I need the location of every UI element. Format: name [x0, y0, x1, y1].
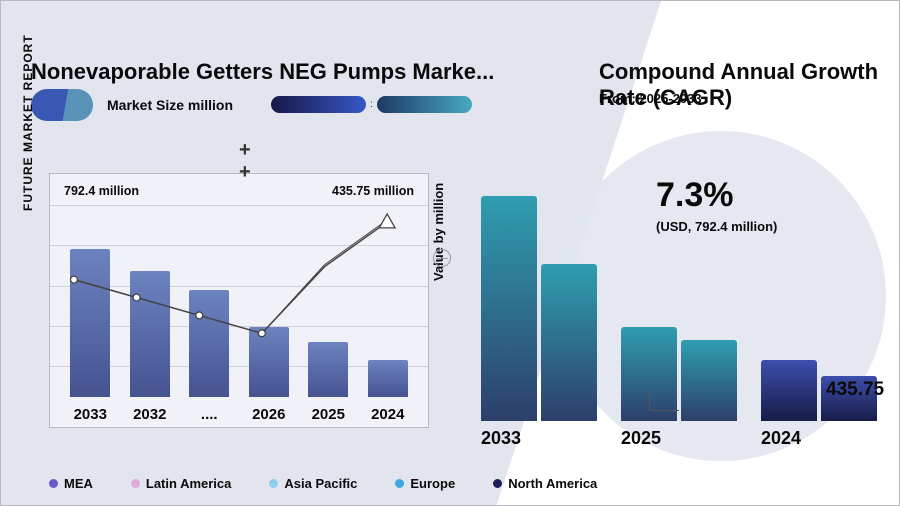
left-chart-bars-row: 2033 2032 .... 2026 2025 2024 — [64, 212, 414, 397]
legend-item-asia-pacific[interactable]: Asia Pacific — [269, 476, 357, 491]
market-size-label: Market Size million — [107, 97, 233, 113]
left-bar-col-1[interactable]: 2032 — [124, 212, 177, 397]
legend-dot-latin-america — [131, 479, 140, 488]
plus-icon-stack: + + — [239, 139, 251, 183]
cagr-value-text: 7.3% — [656, 176, 777, 215]
left-chart-box[interactable]: 792.4 million 435.75 million 2033 2032 .… — [49, 173, 429, 428]
left-bar-year-3: 2026 — [252, 406, 285, 423]
toggle-icon — [31, 89, 93, 121]
left-axis-label: FUTURE MARKET REPORT — [21, 34, 35, 211]
legend-item-north-america[interactable]: North America — [493, 476, 597, 491]
legend-item-europe[interactable]: Europe — [395, 476, 455, 491]
legend-label-europe: Europe — [410, 476, 455, 491]
left-bar-year-2: .... — [201, 406, 218, 423]
right-bar-year-2024: 2024 — [761, 428, 881, 449]
right-chart-area[interactable]: 7.3% (USD, 792.4 million) 2033 2025 2024 — [481, 166, 881, 456]
cagr-sub-text: (USD, 792.4 million) — [656, 219, 777, 234]
pill-dark-icon — [271, 96, 366, 113]
legend-dot-north-america — [493, 479, 502, 488]
right-chart-checkmark-icon — [649, 391, 679, 411]
page-title: Nonevaporable Getters NEG Pumps Marke... — [31, 59, 591, 85]
right-bar-year-2025: 2025 — [621, 428, 741, 449]
infographic-frame: Nonevaporable Getters NEG Pumps Marke...… — [0, 0, 900, 506]
left-bar-year-0: 2033 — [74, 406, 107, 423]
left-bar-col-2[interactable]: .... — [183, 212, 236, 397]
left-bar-year-4: 2025 — [312, 406, 345, 423]
pill-teal-icon — [377, 96, 472, 113]
left-bar-2024[interactable] — [368, 360, 408, 397]
left-bar-dots[interactable] — [189, 290, 229, 397]
legend-item-mea[interactable]: MEA — [49, 476, 93, 491]
right-chart-value-label-2024: 435.75 — [826, 379, 884, 401]
left-chart-start-label: 792.4 million — [64, 184, 139, 198]
legend-label-mea: MEA — [64, 476, 93, 491]
right-bar-2024-a[interactable] — [761, 360, 817, 421]
left-bar-col-4[interactable]: 2025 — [302, 212, 355, 397]
left-bar-year-1: 2032 — [133, 406, 166, 423]
legend-dot-europe — [395, 479, 404, 488]
legend-item-latin-america[interactable]: Latin America — [131, 476, 232, 491]
right-bar-group-2033[interactable]: 2033 — [481, 196, 601, 421]
left-chart-end-label: 435.75 million — [332, 184, 414, 198]
left-bar-2033[interactable] — [70, 249, 110, 397]
left-bar-col-3[interactable]: 2026 — [243, 212, 296, 397]
left-bar-col-0[interactable]: 2033 — [64, 212, 117, 397]
left-bar-2032[interactable] — [130, 271, 170, 397]
right-bar-2033-a[interactable] — [481, 196, 537, 421]
cagr-value-block: 7.3% (USD, 792.4 million) — [656, 176, 777, 234]
legend-label-north-america: North America — [508, 476, 597, 491]
circle-minus-icon[interactable] — [433, 249, 451, 267]
right-bar-year-2033: 2033 — [481, 428, 601, 449]
right-bar-2033-b[interactable] — [541, 264, 597, 422]
date-range-label: From: 2025-2033 — [599, 91, 702, 106]
legend-row: MEA Latin America Asia Pacific Europe No… — [49, 476, 869, 491]
legend-label-asia-pacific: Asia Pacific — [284, 476, 357, 491]
legend-dot-asia-pacific — [269, 479, 278, 488]
left-bar-2026[interactable] — [249, 327, 289, 397]
left-bar-year-5: 2024 — [371, 406, 404, 423]
plus-icon-1: + — [239, 139, 251, 161]
legend-dot-mea — [49, 479, 58, 488]
legend-label-latin-america: Latin America — [146, 476, 232, 491]
plus-icon-2: + — [239, 161, 251, 183]
pill-colon-icon: : — [370, 99, 373, 110]
left-bar-col-5[interactable]: 2024 — [362, 212, 415, 397]
pill-legend-group: : — [271, 96, 472, 113]
left-bar-2025[interactable] — [308, 342, 348, 398]
market-size-legend: Market Size million — [31, 89, 233, 121]
right-bar-2025-b[interactable] — [681, 340, 737, 421]
